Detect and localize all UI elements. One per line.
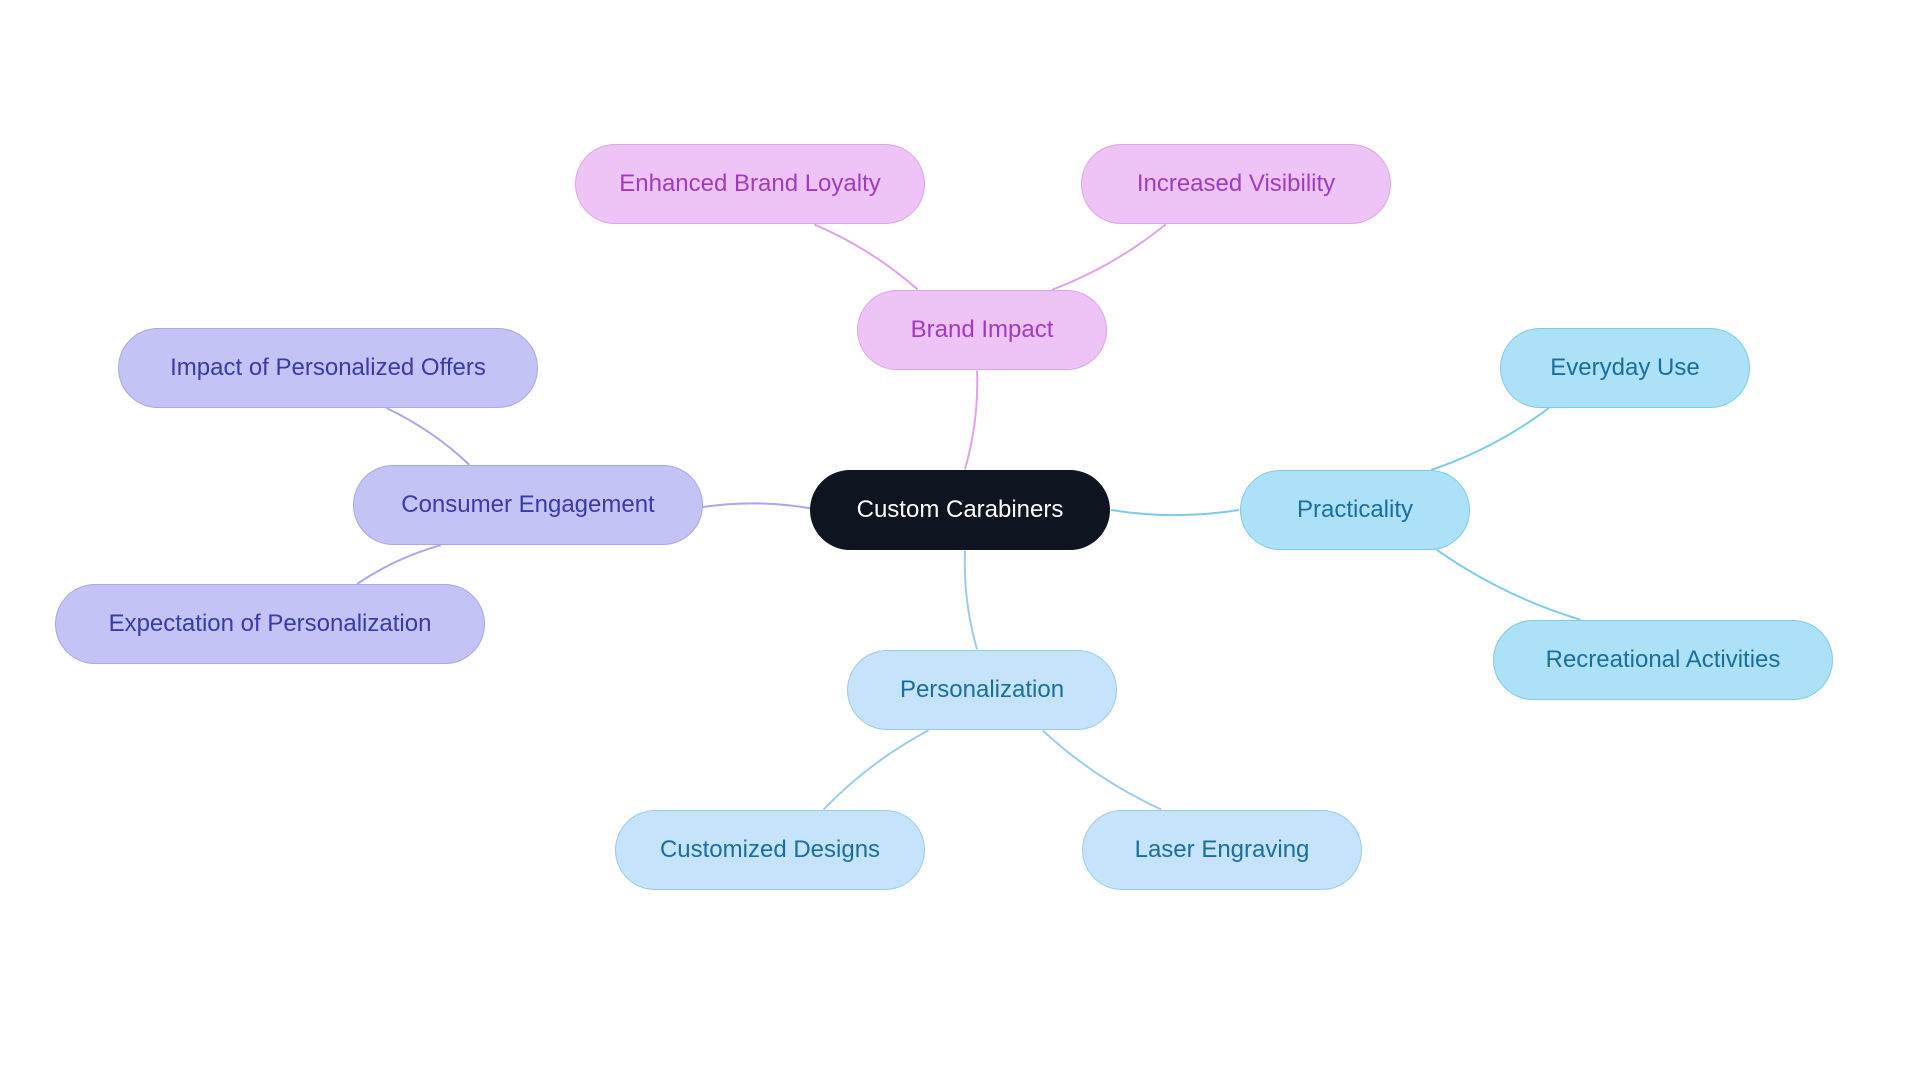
node-enhanced_loyalty: Enhanced Brand Loyalty <box>575 144 925 224</box>
edge-center-consumer_engagement <box>703 503 810 508</box>
node-practicality: Practicality <box>1240 470 1470 550</box>
node-personalization: Personalization <box>847 650 1117 730</box>
node-brand_impact: Brand Impact <box>857 290 1107 370</box>
node-increased_visibility: Increased Visibility <box>1081 144 1391 224</box>
edge-consumer_engagement-expectation <box>357 545 441 584</box>
edge-brand_impact-enhanced_loyalty <box>814 224 917 289</box>
node-impact_offers: Impact of Personalized Offers <box>118 328 538 408</box>
edge-personalization-laser_engraving <box>1043 730 1162 809</box>
node-customized_designs: Customized Designs <box>615 810 925 890</box>
node-center: Custom Carabiners <box>810 470 1110 550</box>
node-recreational: Recreational Activities <box>1493 620 1833 700</box>
node-consumer_engagement: Consumer Engagement <box>353 465 703 545</box>
node-everyday_use: Everyday Use <box>1500 328 1750 408</box>
edge-personalization-customized_designs <box>823 730 928 809</box>
node-laser_engraving: Laser Engraving <box>1082 810 1362 890</box>
edge-practicality-recreational <box>1437 550 1580 620</box>
edge-center-personalization <box>965 551 977 650</box>
edge-center-brand_impact <box>965 371 977 470</box>
edge-consumer_engagement-impact_offers <box>387 408 470 465</box>
edge-center-practicality <box>1111 510 1239 515</box>
edge-brand_impact-increased_visibility <box>1052 224 1166 289</box>
node-expectation: Expectation of Personalization <box>55 584 485 664</box>
edge-practicality-everyday_use <box>1431 408 1549 470</box>
